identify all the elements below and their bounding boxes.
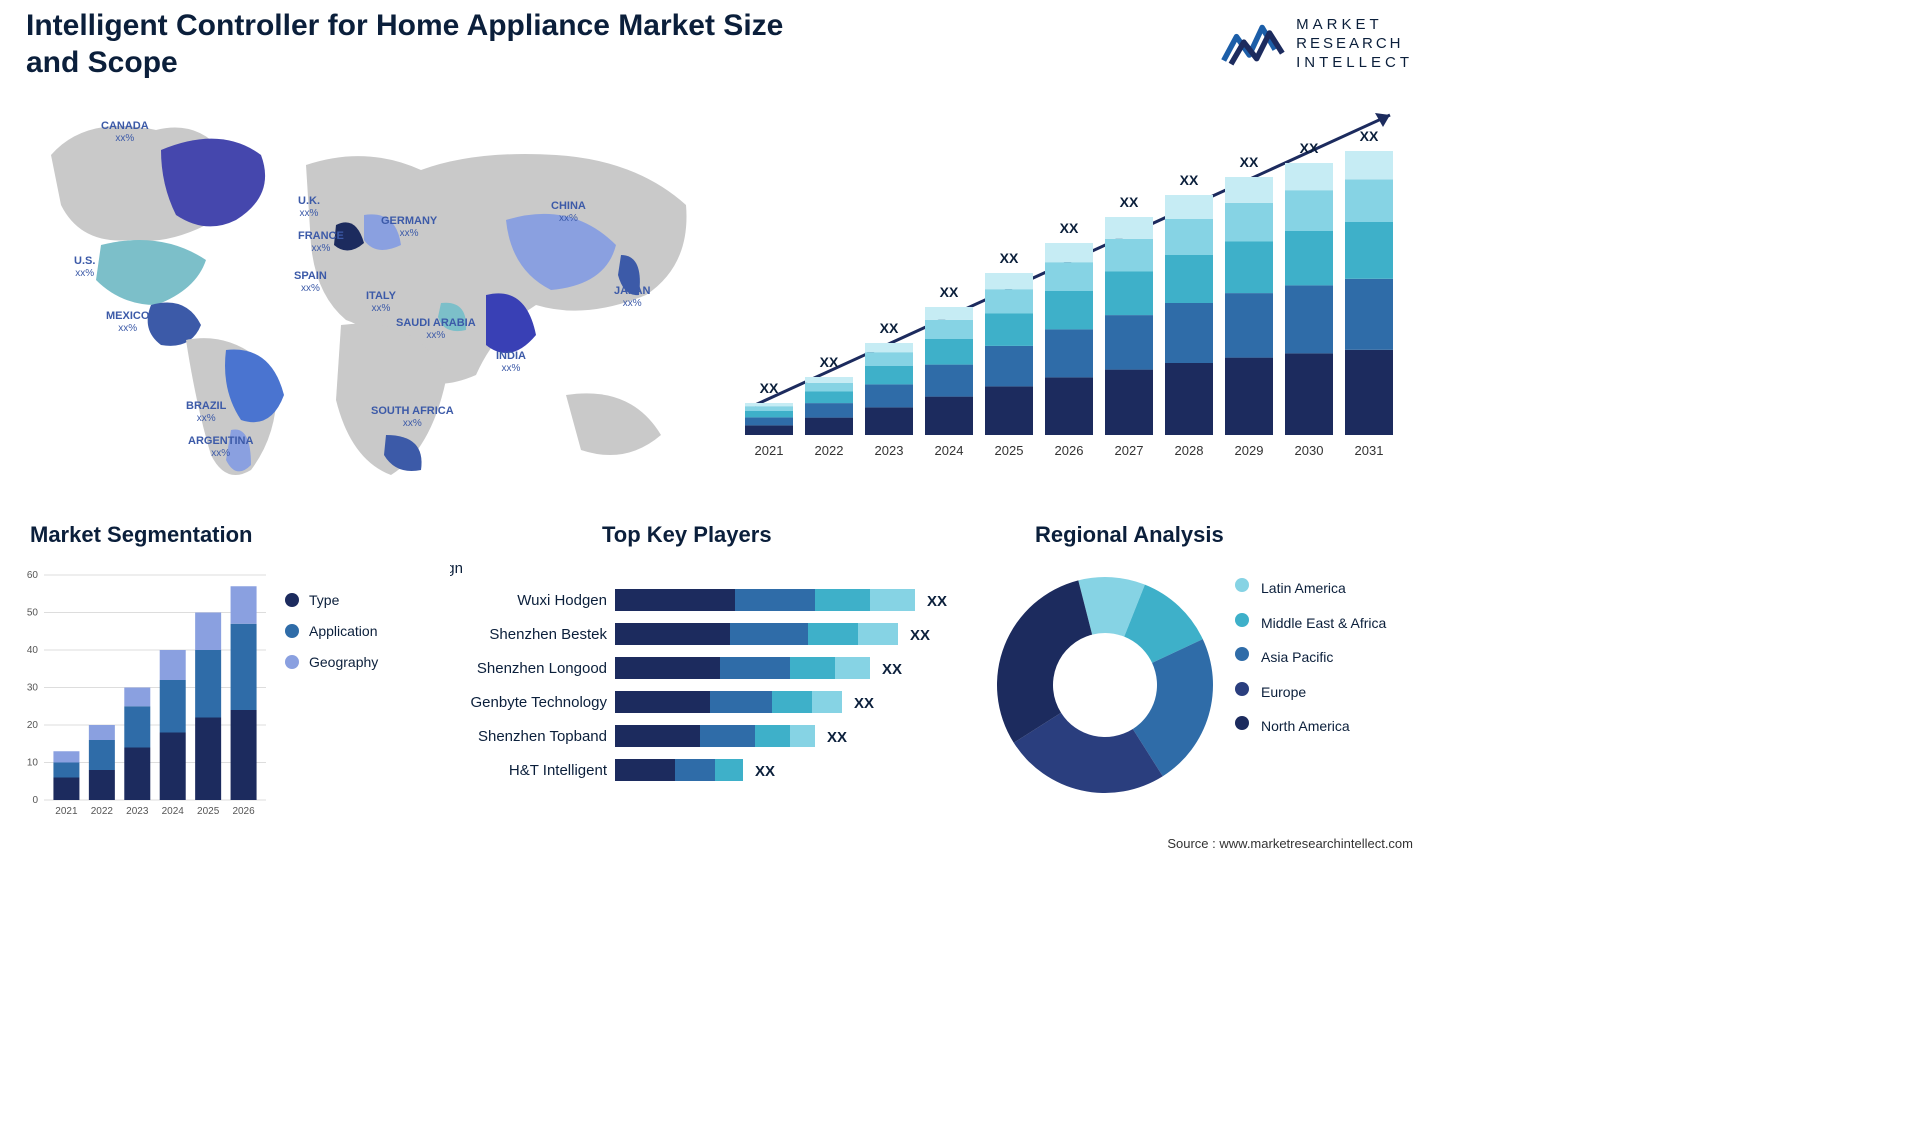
regional-legend-item: North America bbox=[1235, 713, 1425, 740]
map-label: ITALYxx% bbox=[366, 290, 396, 315]
svg-text:10: 10 bbox=[27, 758, 39, 769]
map-label: GERMANYxx% bbox=[381, 215, 437, 240]
donut-chart-svg bbox=[985, 555, 1225, 815]
players-chart-panel: Guangdong Real-Design Wuxi Hodgen XX Shenzh… bbox=[450, 555, 970, 835]
svg-text:2022: 2022 bbox=[815, 443, 844, 458]
svg-text:XX: XX bbox=[1240, 154, 1259, 170]
svg-text:2024: 2024 bbox=[935, 443, 964, 458]
map-label: FRANCExx% bbox=[298, 230, 344, 255]
svg-text:40: 40 bbox=[27, 645, 39, 656]
svg-text:XX: XX bbox=[1120, 194, 1139, 210]
svg-text:2024: 2024 bbox=[162, 806, 185, 817]
growth-chart-svg: 2021 XX 2022 XX 2023 XX 2024 XX 2025 XX 2026 XX 2027… bbox=[735, 95, 1410, 475]
svg-text:XX: XX bbox=[927, 593, 947, 610]
svg-text:2028: 2028 bbox=[1175, 443, 1204, 458]
segmentation-legend: TypeApplicationGeography bbox=[285, 585, 378, 677]
svg-text:XX: XX bbox=[854, 695, 874, 712]
regional-legend: Latin America Middle East & Africa Asia Pa… bbox=[1235, 575, 1425, 748]
svg-text:Shenzhen Bestek: Shenzhen Bestek bbox=[489, 626, 607, 643]
map-label: MEXICOxx% bbox=[106, 310, 149, 335]
segmentation-chart-panel: 0 10 20 30 40 50 60 2021 2022 2023 2024 2025 2026 bbox=[16, 555, 276, 820]
svg-text:XX: XX bbox=[910, 627, 930, 644]
svg-text:2027: 2027 bbox=[1115, 443, 1144, 458]
svg-text:2025: 2025 bbox=[197, 806, 220, 817]
svg-text:2031: 2031 bbox=[1355, 443, 1384, 458]
svg-text:XX: XX bbox=[1000, 250, 1019, 266]
svg-text:2021: 2021 bbox=[755, 443, 784, 458]
svg-text:Guangdong Real-Design: Guangdong Real-Design bbox=[450, 560, 463, 577]
svg-text:2021: 2021 bbox=[55, 806, 78, 817]
map-label: U.S.xx% bbox=[74, 255, 95, 280]
svg-text:XX: XX bbox=[827, 729, 847, 746]
segmentation-title: Market Segmentation bbox=[30, 522, 253, 548]
map-label: ARGENTINAxx% bbox=[188, 435, 253, 460]
map-label: JAPANxx% bbox=[614, 285, 650, 310]
svg-text:30: 30 bbox=[27, 683, 39, 694]
svg-text:2023: 2023 bbox=[875, 443, 904, 458]
svg-text:XX: XX bbox=[882, 661, 902, 678]
logo-mark-icon bbox=[1220, 18, 1286, 70]
svg-text:XX: XX bbox=[1180, 172, 1199, 188]
segmentation-legend-item: Type bbox=[285, 585, 378, 616]
logo-text-1: MARKET bbox=[1296, 15, 1413, 34]
logo-text-3: INTELLECT bbox=[1296, 53, 1413, 72]
svg-text:XX: XX bbox=[940, 284, 959, 300]
regional-title: Regional Analysis bbox=[1035, 522, 1224, 548]
players-chart-svg: Guangdong Real-Design Wuxi Hodgen XX Shenzh… bbox=[450, 555, 970, 835]
regional-legend-item: Middle East & Africa bbox=[1235, 610, 1425, 637]
map-label: U.K.xx% bbox=[298, 195, 320, 220]
map-label: INDIAxx% bbox=[496, 350, 526, 375]
players-title: Top Key Players bbox=[602, 522, 772, 548]
svg-text:XX: XX bbox=[1060, 220, 1079, 236]
regional-legend-item: Asia Pacific bbox=[1235, 644, 1425, 671]
regional-legend-item: Europe bbox=[1235, 679, 1425, 706]
svg-text:2026: 2026 bbox=[1055, 443, 1084, 458]
map-label: CHINAxx% bbox=[551, 200, 586, 225]
svg-text:2029: 2029 bbox=[1235, 443, 1264, 458]
svg-text:Shenzhen Topband: Shenzhen Topband bbox=[478, 728, 607, 745]
map-label: CANADAxx% bbox=[101, 120, 149, 145]
svg-text:Shenzhen Longood: Shenzhen Longood bbox=[477, 660, 607, 677]
svg-text:60: 60 bbox=[27, 570, 39, 581]
world-map-panel: CANADAxx% U.S.xx% MEXICOxx% BRAZILxx% ARGENT… bbox=[26, 95, 706, 495]
svg-text:2030: 2030 bbox=[1295, 443, 1324, 458]
source-line: Source : www.marketresearchintellect.com bbox=[1167, 836, 1413, 851]
brand-logo: MARKET RESEARCH INTELLECT bbox=[1220, 15, 1413, 73]
logo-text-2: RESEARCH bbox=[1296, 34, 1413, 53]
svg-text:0: 0 bbox=[32, 795, 38, 806]
svg-text:XX: XX bbox=[760, 380, 779, 396]
svg-text:XX: XX bbox=[880, 320, 899, 336]
svg-text:2026: 2026 bbox=[232, 806, 255, 817]
growth-chart-panel: 2021 XX 2022 XX 2023 XX 2024 XX 2025 XX 2026 XX 2027… bbox=[735, 95, 1410, 475]
svg-text:XX: XX bbox=[755, 763, 775, 780]
svg-text:H&T Intelligent: H&T Intelligent bbox=[509, 762, 608, 779]
svg-text:XX: XX bbox=[1300, 140, 1319, 156]
map-label: SPAINxx% bbox=[294, 270, 327, 295]
svg-text:2025: 2025 bbox=[995, 443, 1024, 458]
svg-text:2023: 2023 bbox=[126, 806, 149, 817]
segmentation-legend-item: Application bbox=[285, 616, 378, 647]
svg-text:50: 50 bbox=[27, 608, 39, 619]
svg-text:Wuxi Hodgen: Wuxi Hodgen bbox=[517, 592, 607, 609]
svg-text:2022: 2022 bbox=[91, 806, 114, 817]
svg-text:Genbyte Technology: Genbyte Technology bbox=[471, 694, 608, 711]
donut-chart-panel bbox=[985, 555, 1225, 815]
map-label: SOUTH AFRICAxx% bbox=[371, 405, 454, 430]
map-label: BRAZILxx% bbox=[186, 400, 226, 425]
svg-text:XX: XX bbox=[820, 354, 839, 370]
svg-text:XX: XX bbox=[1360, 128, 1379, 144]
regional-legend-item: Latin America bbox=[1235, 575, 1425, 602]
segmentation-chart-svg: 0 10 20 30 40 50 60 2021 2022 2023 2024 2025 2026 bbox=[16, 555, 276, 820]
svg-text:20: 20 bbox=[27, 720, 39, 731]
page-title: Intelligent Controller for Home Applianc… bbox=[26, 8, 806, 81]
map-label: SAUDI ARABIAxx% bbox=[396, 317, 476, 342]
segmentation-legend-item: Geography bbox=[285, 647, 378, 678]
